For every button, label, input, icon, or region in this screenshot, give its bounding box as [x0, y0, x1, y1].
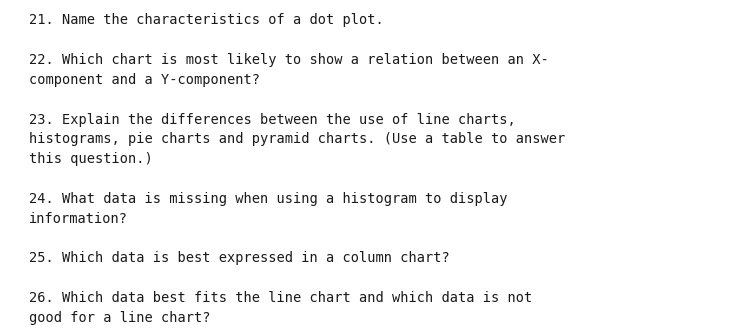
Text: good for a line chart?: good for a line chart? [29, 311, 210, 325]
Text: information?: information? [29, 212, 127, 226]
Text: this question.): this question.) [29, 152, 152, 166]
Text: 22. Which chart is most likely to show a relation between an X-: 22. Which chart is most likely to show a… [29, 53, 548, 67]
Text: component and a Y-component?: component and a Y-component? [29, 73, 260, 87]
Text: 25. Which data is best expressed in a column chart?: 25. Which data is best expressed in a co… [29, 251, 450, 265]
Text: 24. What data is missing when using a histogram to display: 24. What data is missing when using a hi… [29, 192, 507, 206]
Text: 21. Name the characteristics of a dot plot.: 21. Name the characteristics of a dot pl… [29, 13, 383, 28]
Text: 23. Explain the differences between the use of line charts,: 23. Explain the differences between the … [29, 113, 515, 127]
Text: histograms, pie charts and pyramid charts. (Use a table to answer: histograms, pie charts and pyramid chart… [29, 132, 565, 146]
Text: 26. Which data best fits the line chart and which data is not: 26. Which data best fits the line chart … [29, 291, 532, 305]
